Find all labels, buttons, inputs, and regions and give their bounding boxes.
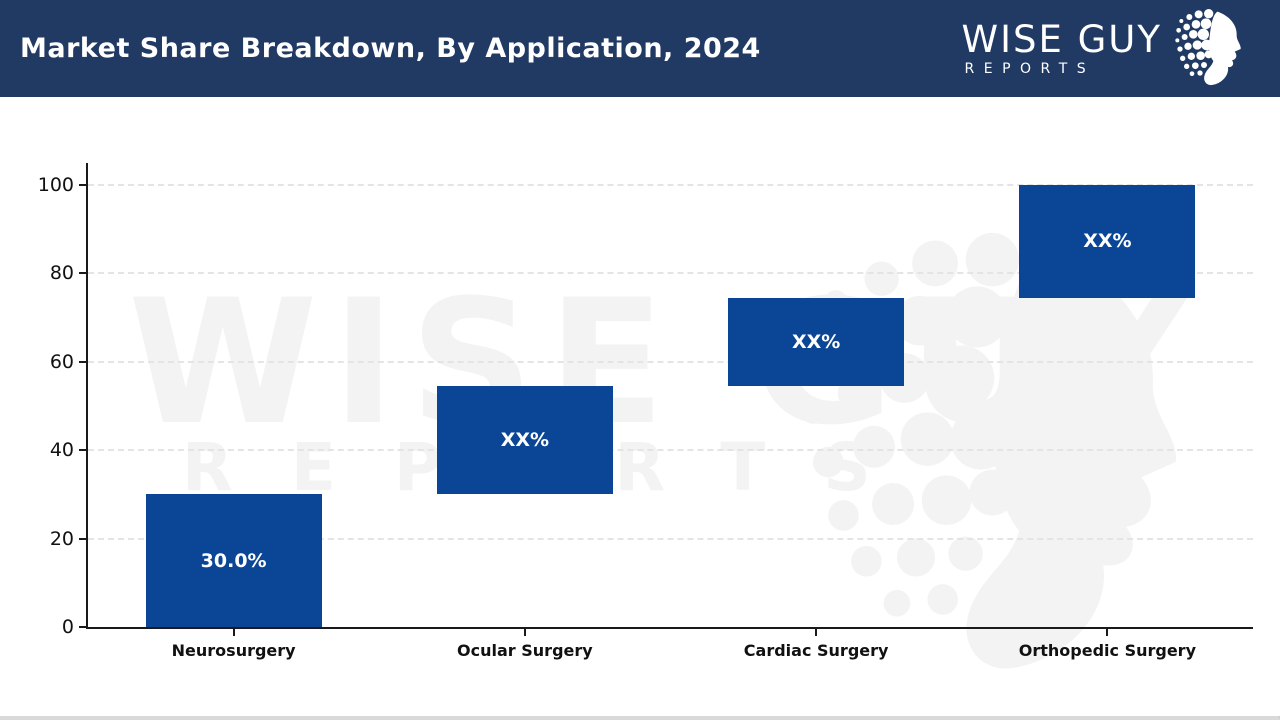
gridline-100 [88, 184, 1253, 186]
logo-line1: WISE GUY [961, 18, 1162, 61]
x-axis-label-4: Orthopedic Surgery [1018, 641, 1196, 660]
x-tick [1106, 627, 1109, 636]
y-tick [79, 272, 88, 275]
y-axis-label-20: 20 [49, 527, 74, 550]
y-tick [79, 626, 88, 628]
y-axis-label-100: 100 [37, 174, 74, 196]
bar-value-label: XX% [500, 429, 550, 452]
y-axis-label-80: 80 [49, 262, 74, 285]
wise-guy-logo: WISE GUY REPORTS [962, 8, 1252, 89]
logo-line2: REPORTS [964, 61, 1096, 77]
y-tick [79, 360, 88, 363]
x-tick [523, 627, 526, 636]
x-axis-spine [86, 627, 1253, 629]
header-band: Market Share Breakdown, By Application, … [0, 0, 1280, 97]
logo-wordmark: WISE GUY REPORTS [962, 21, 1162, 76]
gridline-80 [88, 272, 1253, 275]
bar-value-label: XX% [1083, 230, 1132, 253]
y-tick [79, 184, 88, 186]
bar-neurosurgery: 30.0% [145, 494, 322, 627]
gridline-40 [88, 449, 1253, 452]
bar-ocular-surgery: XX% [436, 386, 613, 495]
y-axis-label-0: 0 [61, 616, 74, 638]
y-axis-label-40: 40 [49, 439, 74, 462]
y-axis-spine [86, 163, 88, 629]
y-axis-label-60: 60 [49, 350, 74, 373]
gridline-60 [88, 360, 1253, 363]
x-axis-label-1: Neurosurgery [171, 641, 296, 660]
bar-value-label: 30.0% [200, 549, 267, 572]
gridline-20 [88, 537, 1253, 540]
x-axis-label-2: Ocular Surgery [457, 641, 593, 660]
y-tick [79, 537, 88, 540]
x-tick [815, 627, 818, 636]
x-tick [232, 627, 235, 636]
chart-title: Market Share Breakdown, By Application, … [20, 33, 761, 64]
x-axis-label-3: Cardiac Surgery [743, 641, 889, 660]
bar-value-label: XX% [791, 330, 841, 353]
bar-orthopedic-surgery: XX% [1019, 185, 1196, 298]
bar-cardiac-surgery: XX% [728, 297, 905, 387]
y-tick [79, 449, 88, 452]
